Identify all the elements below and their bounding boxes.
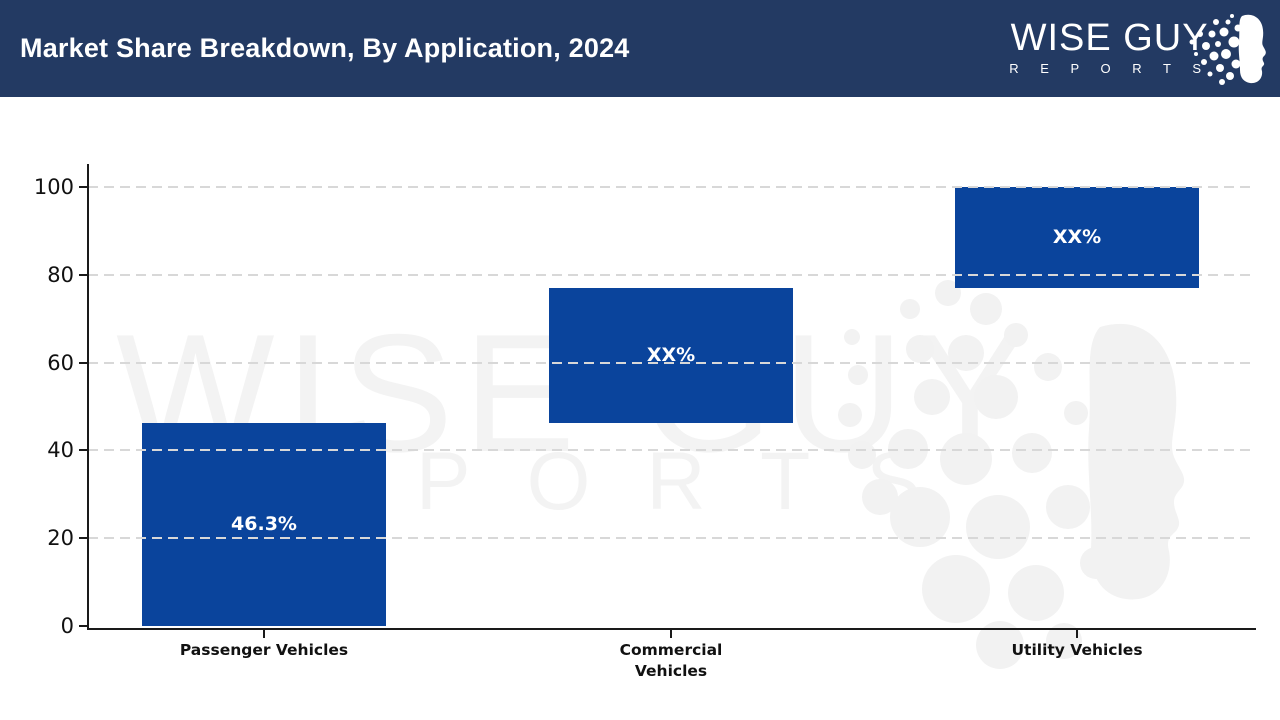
gridline-20: [88, 537, 1255, 540]
gridline-60: [88, 361, 1255, 364]
y-tick-100: [79, 186, 87, 188]
bar-utility-vehicles: [955, 187, 1199, 288]
y-tick-label-100: 100: [33, 175, 74, 199]
logo-wordmark: WISE GUY R E P O R T S: [1009, 18, 1210, 78]
gridline-80: [88, 273, 1255, 276]
x-tick-1: [670, 630, 672, 638]
gridline-100: [88, 186, 1255, 188]
x-axis-spine: [87, 628, 1256, 630]
bar-value-label: XX%: [1052, 226, 1102, 249]
x-category-label: Commercial Vehicles: [619, 641, 723, 680]
y-tick-60: [79, 361, 87, 364]
y-tick-label-0: 0: [60, 614, 74, 638]
bar-commercial-vehicles: [549, 287, 793, 423]
y-tick-label-40: 40: [47, 438, 74, 463]
y-tick-0: [79, 625, 87, 627]
bar-passenger-vehicles: [142, 422, 386, 626]
wise-guy-reports-logo: WISE GUY R E P O R T S: [1009, 6, 1266, 92]
watermark-face-dots: [838, 280, 1185, 669]
x-category-label: Utility Vehicles: [1011, 641, 1143, 659]
logo-wiseguy-text: WISE GUY: [1010, 17, 1209, 59]
y-axis-spine: [87, 164, 89, 630]
gridline-40: [88, 449, 1255, 452]
bar-value-label: 46.3%: [231, 513, 297, 536]
chart-canvas: WISE GUY REPORTS 46.3% XX% XX% 0 20 40 60 80 10…: [0, 97, 1280, 720]
logo-reports-text: R E P O R T S: [1009, 61, 1210, 76]
x-tick-2: [1076, 630, 1078, 638]
page-title: Market Share Breakdown, By Application, …: [20, 33, 630, 63]
y-tick-label-80: 80: [47, 262, 74, 287]
y-tick-label-20: 20: [47, 526, 74, 551]
y-tick-80: [79, 273, 87, 276]
header-bar: Market Share Breakdown, By Application, …: [0, 0, 1280, 97]
y-tick-label-60: 60: [47, 350, 74, 375]
bar-value-label: XX%: [646, 344, 696, 367]
logo-face-dots-icon: [1189, 14, 1266, 85]
x-tick-0: [263, 630, 265, 638]
y-tick-40: [79, 449, 87, 452]
y-tick-20: [79, 537, 87, 540]
x-category-label: Passenger Vehicles: [179, 641, 349, 659]
